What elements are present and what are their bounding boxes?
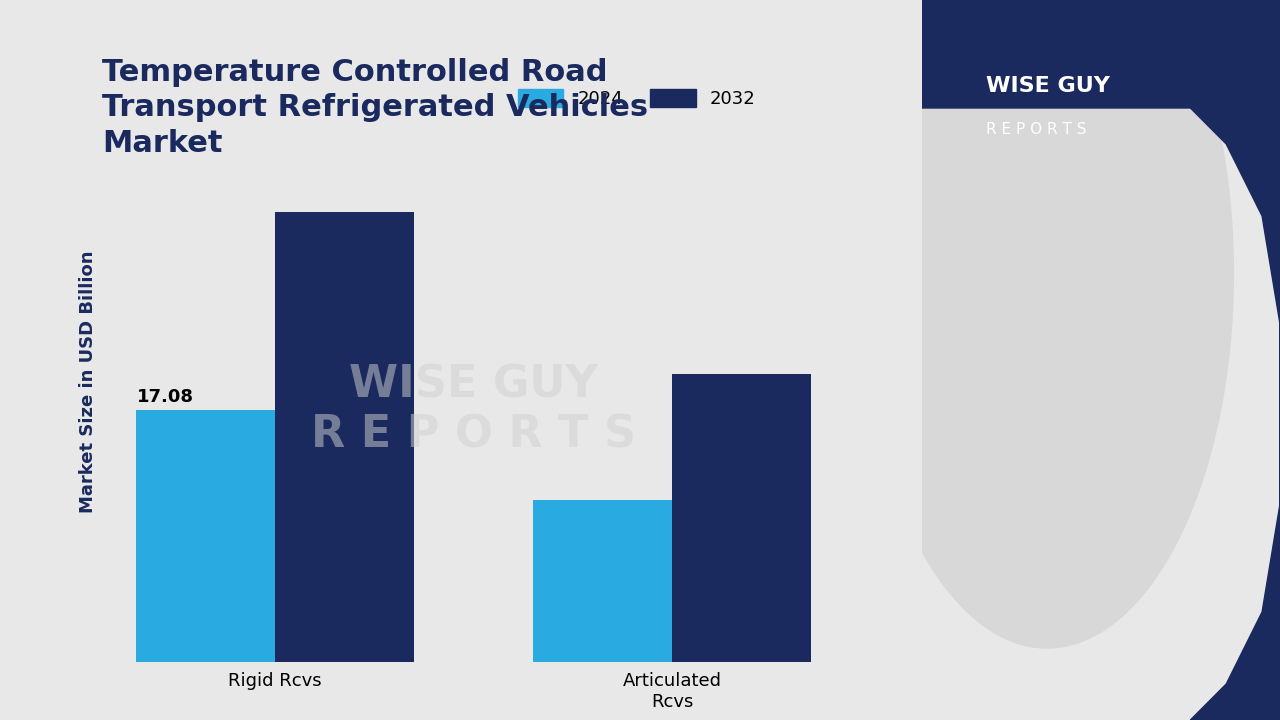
Text: WISE GUY: WISE GUY xyxy=(986,76,1110,96)
Circle shape xyxy=(860,0,1234,648)
Bar xyxy=(275,212,413,662)
Bar xyxy=(672,374,812,662)
Text: WISE GUY
R E P O R T S: WISE GUY R E P O R T S xyxy=(311,364,636,456)
Legend: 2024, 2032: 2024, 2032 xyxy=(511,82,763,115)
Text: 17.08: 17.08 xyxy=(137,387,193,405)
Bar xyxy=(136,410,275,662)
Bar xyxy=(534,500,672,662)
Text: Temperature Controlled Road
Transport Refrigerated Vehicles
Market: Temperature Controlled Road Transport Re… xyxy=(102,58,649,158)
Polygon shape xyxy=(922,0,1280,720)
Y-axis label: Market Size in USD Billion: Market Size in USD Billion xyxy=(79,251,97,513)
Text: R E P O R T S: R E P O R T S xyxy=(986,122,1087,137)
